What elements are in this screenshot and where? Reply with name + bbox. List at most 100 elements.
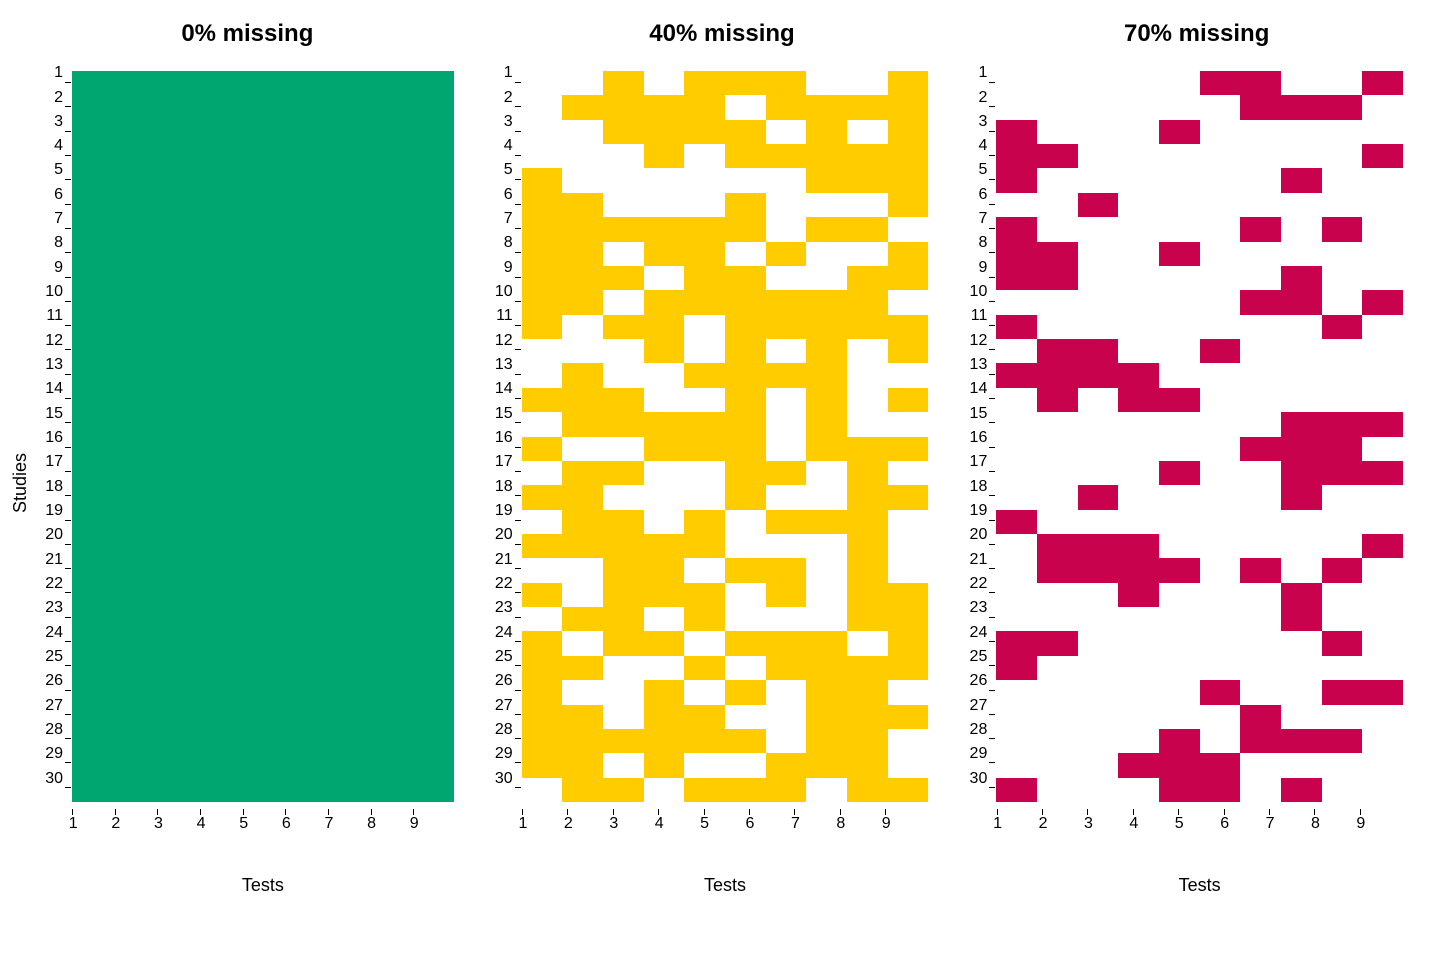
- cell: [847, 729, 888, 753]
- cell: [225, 607, 263, 631]
- cell: [339, 363, 377, 387]
- cell: [766, 217, 807, 241]
- cell: [644, 120, 685, 144]
- cell: [1281, 705, 1322, 729]
- cell: [110, 144, 148, 168]
- cell: [72, 461, 110, 485]
- cell: [110, 71, 148, 95]
- cell: [187, 437, 225, 461]
- cell: [1078, 339, 1119, 363]
- cell: [263, 729, 301, 753]
- cell: [72, 193, 110, 217]
- cell: [263, 705, 301, 729]
- x-tick-label: 9: [1356, 815, 1365, 833]
- cell: [847, 558, 888, 582]
- cell: [1281, 729, 1322, 753]
- cell: [1240, 558, 1281, 582]
- cell: [263, 510, 301, 534]
- cell: [562, 168, 603, 192]
- cell: [187, 388, 225, 412]
- cell: [1078, 71, 1119, 95]
- cell: [996, 412, 1037, 436]
- cell: [725, 217, 766, 241]
- cell: [1037, 412, 1078, 436]
- cell: [1322, 120, 1363, 144]
- cell: [263, 412, 301, 436]
- cell: [996, 753, 1037, 777]
- cell: [1200, 95, 1241, 119]
- cell: [1281, 363, 1322, 387]
- cell: [1037, 753, 1078, 777]
- x-tick-label: 6: [746, 815, 755, 833]
- cell: [1240, 583, 1281, 607]
- cell: [603, 95, 644, 119]
- cell: [301, 437, 339, 461]
- cell: [187, 534, 225, 558]
- cell: [1159, 242, 1200, 266]
- cell: [1362, 290, 1403, 314]
- cell: [1322, 485, 1363, 509]
- cell: [1159, 168, 1200, 192]
- cell: [847, 95, 888, 119]
- cell: [522, 95, 563, 119]
- cell: [377, 729, 415, 753]
- cell: [1281, 120, 1322, 144]
- cell: [562, 437, 603, 461]
- cell: [1362, 95, 1403, 119]
- cell: [522, 363, 563, 387]
- cell: [644, 461, 685, 485]
- cell: [1362, 120, 1403, 144]
- cell: [301, 607, 339, 631]
- cell: [1078, 290, 1119, 314]
- cell: [263, 144, 301, 168]
- cell: [1118, 485, 1159, 509]
- panel-0: 0% missingStudies12345678910111213141516…: [10, 20, 485, 896]
- cell: [1281, 631, 1322, 655]
- cell: [1322, 680, 1363, 704]
- cell: [888, 412, 929, 436]
- cell: [263, 583, 301, 607]
- cell: [377, 534, 415, 558]
- cell: [1078, 656, 1119, 680]
- cell: [766, 266, 807, 290]
- cell: [187, 120, 225, 144]
- cell: [1078, 217, 1119, 241]
- panel-title: 40% missing: [649, 20, 794, 50]
- cell: [263, 95, 301, 119]
- cell: [301, 242, 339, 266]
- cell: [644, 144, 685, 168]
- cell: [766, 583, 807, 607]
- cell: [301, 778, 339, 802]
- cell: [148, 339, 186, 363]
- cell: [339, 461, 377, 485]
- x-tick-label: 4: [655, 815, 664, 833]
- cell: [187, 510, 225, 534]
- cell: [562, 71, 603, 95]
- cell: [1322, 412, 1363, 436]
- cell: [263, 485, 301, 509]
- cell: [1362, 558, 1403, 582]
- cell: [225, 120, 263, 144]
- cell: [766, 242, 807, 266]
- cell: [888, 339, 929, 363]
- cell: [1281, 437, 1322, 461]
- cell: [1322, 242, 1363, 266]
- cell: [806, 315, 847, 339]
- cell: [888, 705, 929, 729]
- cell: [1159, 315, 1200, 339]
- cell: [684, 339, 725, 363]
- cell: [225, 71, 263, 95]
- cell: [301, 753, 339, 777]
- cell: [562, 461, 603, 485]
- cell: [806, 168, 847, 192]
- cell: [847, 656, 888, 680]
- cell: [72, 534, 110, 558]
- cell: [1322, 217, 1363, 241]
- cell: [1159, 437, 1200, 461]
- cell: [72, 510, 110, 534]
- cell: [72, 607, 110, 631]
- cell: [225, 168, 263, 192]
- x-tick-label: 8: [367, 815, 376, 833]
- cell: [263, 437, 301, 461]
- cell: [725, 363, 766, 387]
